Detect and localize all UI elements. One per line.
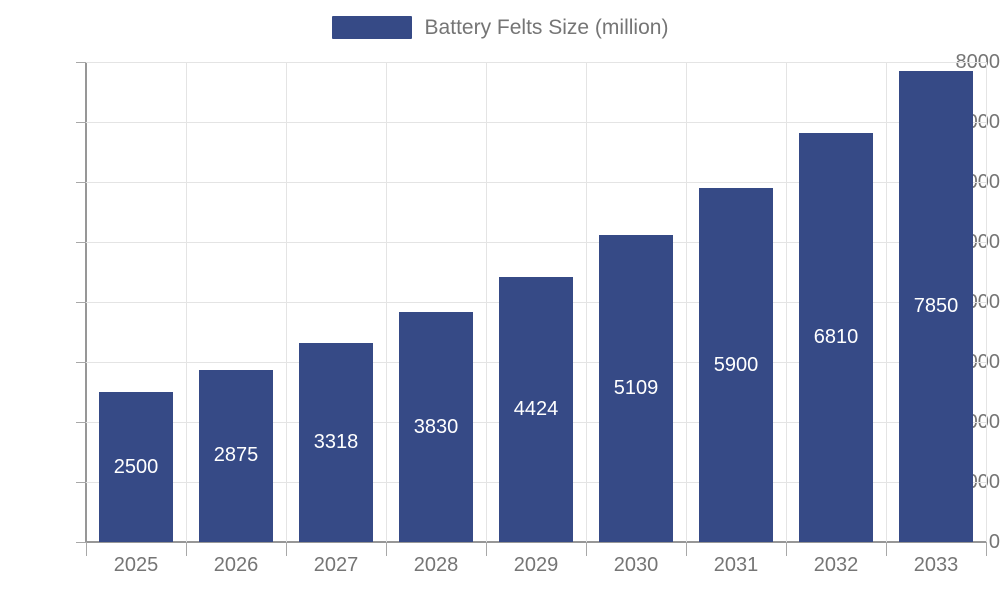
y-axis-tick xyxy=(76,482,86,483)
gridline-vertical xyxy=(985,62,987,542)
gridline-vertical xyxy=(285,62,287,542)
bar-value-label: 3318 xyxy=(313,430,359,453)
bar-value-label: 2500 xyxy=(113,455,159,478)
gridline-vertical xyxy=(585,62,587,542)
bar-2031: 5900 xyxy=(699,188,773,542)
y-axis-tick xyxy=(76,62,86,63)
x-tick-label: 2032 xyxy=(813,554,859,576)
x-tick-label: 2029 xyxy=(513,554,559,576)
bar-2029: 4424 xyxy=(499,276,573,542)
plot-area: 2500 2875 3318 3830 4424 5109 5900 6810 7850 xyxy=(76,61,987,556)
gridline-horizontal xyxy=(86,241,986,243)
y-axis-tick xyxy=(76,122,86,123)
gridline-vertical xyxy=(485,62,487,542)
gridline-vertical xyxy=(785,62,787,542)
bar-2032: 6810 xyxy=(799,133,873,542)
x-tick-label: 2027 xyxy=(313,554,359,576)
bar-value-label: 5900 xyxy=(713,353,759,376)
y-axis-tick xyxy=(76,542,86,543)
bar-value-label: 3830 xyxy=(413,415,459,438)
x-tick-label: 2033 xyxy=(913,554,959,576)
gridline-vertical xyxy=(885,62,887,542)
x-axis-tick xyxy=(285,542,287,556)
bar-value-label: 4424 xyxy=(513,397,559,420)
x-axis-line xyxy=(85,541,987,543)
gridline-horizontal xyxy=(86,61,986,63)
bar-value-label: 6810 xyxy=(813,326,859,349)
gridline-horizontal xyxy=(86,121,986,123)
x-tick-label: 2026 xyxy=(213,554,259,576)
bar-value-label: 2875 xyxy=(213,444,259,467)
y-axis-tick xyxy=(76,362,86,363)
legend-label: Battery Felts Size (million) xyxy=(424,16,669,39)
y-axis-tick xyxy=(76,422,86,423)
bar-2025: 2500 xyxy=(99,392,173,542)
bar-value-label: 5109 xyxy=(613,377,659,400)
gridline-vertical xyxy=(385,62,387,542)
bar-2027: 3318 xyxy=(299,342,373,542)
y-axis-tick xyxy=(76,302,86,303)
x-tick-label: 2031 xyxy=(713,554,759,576)
gridline-vertical xyxy=(185,62,187,542)
x-axis-tick xyxy=(585,542,587,556)
x-axis-tick xyxy=(685,542,687,556)
bar-2030: 5109 xyxy=(599,235,673,542)
x-axis-tick xyxy=(985,542,987,556)
x-axis-tick xyxy=(85,542,87,556)
legend[interactable]: Battery Felts Size (million) xyxy=(0,16,1000,39)
gridline-horizontal xyxy=(86,181,986,183)
bar-value-label: 7850 xyxy=(913,295,959,317)
y-tick-label: 0 xyxy=(988,531,1000,553)
x-tick-label: 2025 xyxy=(113,554,159,576)
x-axis-tick xyxy=(485,542,487,556)
y-axis-tick xyxy=(76,242,86,243)
bar-2026: 2875 xyxy=(199,369,273,542)
y-axis-tick xyxy=(76,182,86,183)
bar-2028: 3830 xyxy=(399,312,473,542)
x-axis-tick xyxy=(785,542,787,556)
legend-swatch xyxy=(331,16,412,39)
x-tick-label: 2030 xyxy=(613,554,659,576)
x-axis-tick xyxy=(885,542,887,556)
x-tick-label: 2028 xyxy=(413,554,459,576)
gridline-vertical xyxy=(685,62,687,542)
bar-2033: 7850 xyxy=(899,71,973,542)
x-axis-tick xyxy=(385,542,387,556)
x-axis-tick xyxy=(185,542,187,556)
